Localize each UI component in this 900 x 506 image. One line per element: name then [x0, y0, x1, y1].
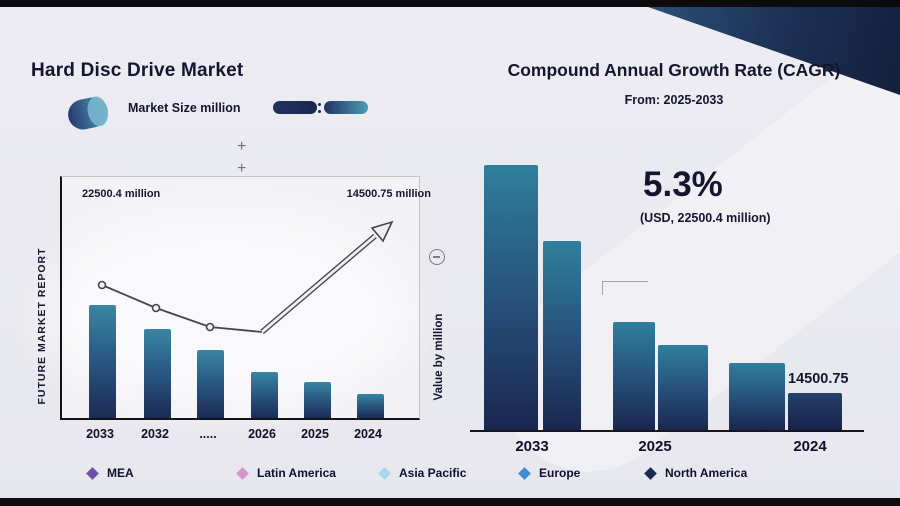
legend-diamond-icon — [644, 466, 657, 480]
market-size-chart: 22500.4 million 14500.75 million — [60, 176, 431, 420]
bar-2026 — [251, 372, 278, 418]
cagr-bar-2024-primary — [729, 363, 785, 430]
cagr-subtitle: From: 2025-2033 — [624, 93, 724, 107]
category-label: 2033 — [86, 427, 114, 441]
page-title: Hard Disc Drive Market — [31, 60, 244, 81]
cagr-bar-2033-primary — [484, 165, 538, 430]
legend-item-mea: MEA — [86, 465, 134, 481]
pill-decoration-teal — [324, 101, 368, 114]
category-label: 2025 — [301, 427, 329, 441]
cagr-bar-2033-secondary — [543, 241, 581, 430]
plus-icon: + — [237, 138, 247, 155]
plus-icon: + — [237, 160, 247, 177]
bar-mid-years — [197, 350, 224, 418]
x-axis-label: 2033 — [515, 438, 549, 455]
legend-label: North America — [665, 466, 748, 480]
minus-circle-icon — [429, 249, 445, 265]
category-label: 2026 — [248, 427, 276, 441]
category-label: 2024 — [354, 427, 382, 441]
corner-accent-shape — [648, 7, 900, 95]
end-value-annotation: 14500.75 million — [346, 188, 431, 200]
pill-decoration-dark — [273, 101, 317, 114]
cagr-bar-2025-secondary — [658, 345, 708, 430]
left-chart-categories: 2033 2032 ..... 2026 2025 2024 — [60, 427, 420, 445]
trend-arrow — [97, 220, 394, 335]
legend-label: MEA — [107, 466, 134, 480]
start-value-annotation: 22500.4 million — [82, 188, 161, 200]
legend-item-latin-america: Latin America — [236, 465, 336, 481]
legend-diamond-icon — [518, 466, 531, 480]
bar-2025 — [304, 382, 331, 418]
step-line-decoration — [602, 281, 648, 295]
right-chart-y-axis-label: Value by million — [433, 313, 445, 401]
cagr-value: 5.3% — [643, 165, 723, 204]
legend-label: Asia Pacific — [399, 466, 467, 480]
legend-diamond-icon — [378, 466, 391, 480]
legend-item-asia-pacific: Asia Pacific — [378, 465, 467, 481]
legend-diamond-icon — [236, 466, 249, 480]
bar-2033 — [89, 305, 116, 418]
cagr-title: Compound Annual Growth Rate (CAGR) — [507, 60, 841, 80]
disc-icon — [68, 96, 109, 130]
legend-item-north-america: North America — [644, 465, 748, 481]
cagr-bar-2025-primary — [613, 322, 655, 430]
legend-diamond-icon — [86, 466, 99, 480]
legend-label: Europe — [539, 466, 581, 480]
top-border-strip — [0, 0, 900, 7]
bottom-border-strip — [0, 498, 900, 506]
cagr-note: (USD, 22500.4 million) — [640, 211, 771, 225]
market-size-label: Market Size million — [128, 101, 241, 115]
cagr-bar-2024-secondary — [788, 393, 842, 430]
left-chart-y-axis-label: FUTURE MARKET REPORT — [36, 247, 48, 405]
category-label: 2032 — [141, 427, 169, 441]
legend-item-europe: Europe — [518, 465, 581, 481]
end-value-label: 14500.75 — [788, 371, 849, 387]
bar-2024 — [357, 394, 384, 418]
right-chart-baseline — [470, 430, 864, 432]
x-axis-label: 2024 — [793, 438, 827, 455]
pill-divider-dots — [318, 103, 322, 113]
bar-2032 — [144, 329, 171, 418]
x-axis-label: 2025 — [638, 438, 672, 455]
legend-label: Latin America — [257, 466, 336, 480]
category-label: ..... — [199, 427, 217, 441]
